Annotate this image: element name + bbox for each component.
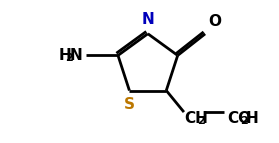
Text: N: N [141,12,154,27]
Text: O: O [208,14,221,29]
Text: CH: CH [184,111,208,126]
Text: N: N [69,48,82,63]
Text: S: S [124,97,135,112]
Text: 2: 2 [198,116,205,126]
Text: H: H [58,48,71,63]
Text: H: H [245,111,258,126]
Text: 2: 2 [240,116,248,126]
Text: CO: CO [227,111,251,126]
Text: 2: 2 [65,53,73,63]
